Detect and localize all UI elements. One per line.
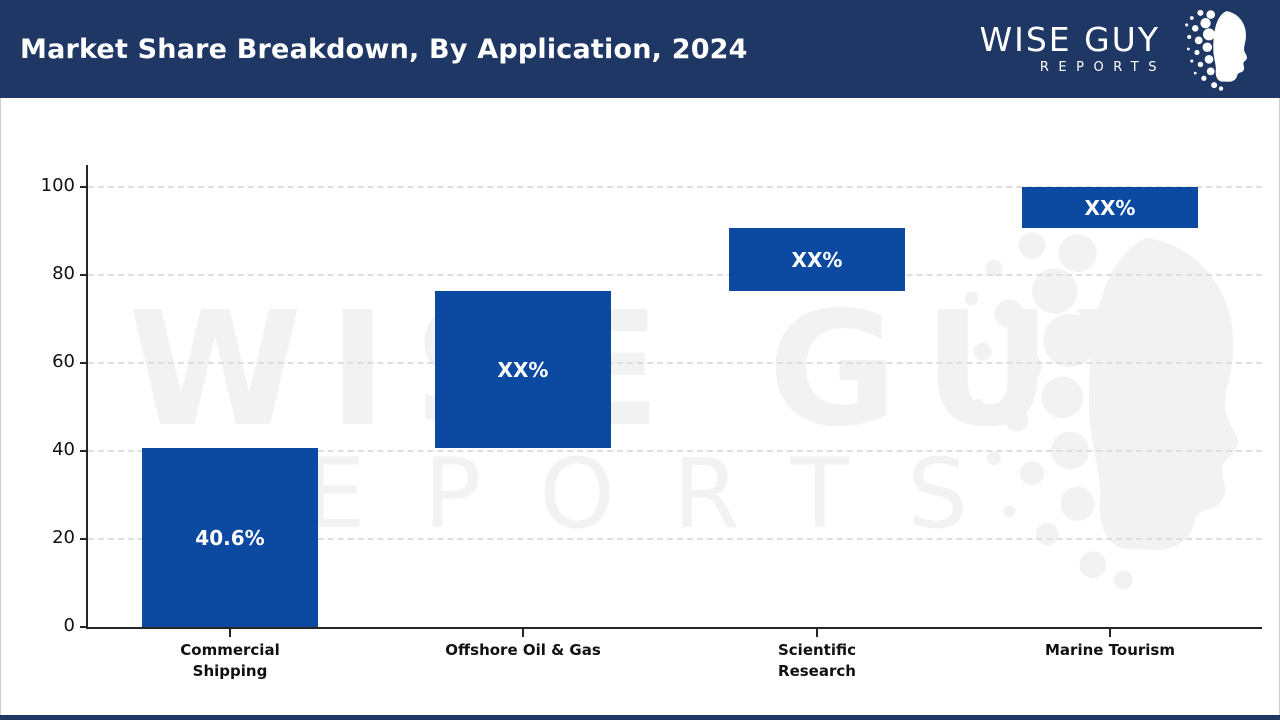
x-axis-line bbox=[86, 627, 1262, 629]
bar-value-label-commercial-shipping: 40.6% bbox=[195, 525, 265, 550]
x-tick-scientific-research bbox=[816, 629, 818, 637]
logo-text: WISE GUY REPORTS bbox=[979, 23, 1160, 75]
y-tick-0 bbox=[80, 626, 88, 628]
y-tick-20 bbox=[80, 538, 88, 540]
y-tick-label-60: 60 bbox=[52, 351, 75, 372]
y-tick-label-0: 0 bbox=[63, 615, 75, 636]
category-label-line: Commercial bbox=[180, 641, 280, 659]
bar-marine-tourism: XX% bbox=[1022, 187, 1198, 229]
y-tick-label-20: 20 bbox=[52, 527, 75, 548]
y-tick-60 bbox=[80, 362, 88, 364]
x-tick-marine-tourism bbox=[1109, 629, 1111, 637]
category-label-line: Research bbox=[778, 662, 856, 680]
watermark-wordmark: WISE GUY bbox=[128, 278, 1219, 462]
category-label-scientific-research: Scientific Research bbox=[707, 640, 927, 682]
category-label-offshore-oil-gas: Offshore Oil & Gas bbox=[413, 640, 633, 661]
x-tick-offshore-oil-gas bbox=[522, 629, 524, 637]
y-tick-label-100: 100 bbox=[40, 175, 75, 196]
y-tick-100 bbox=[80, 186, 88, 188]
logo-head-icon bbox=[1185, 9, 1248, 91]
footer-strip bbox=[0, 715, 1280, 720]
bar-value-label-scientific-research: XX% bbox=[791, 247, 843, 272]
y-tick-label-80: 80 bbox=[52, 263, 75, 284]
page-title: Market Share Breakdown, By Application, … bbox=[20, 33, 748, 65]
wiseguy-logo: WISE GUY REPORTS bbox=[979, 6, 1252, 92]
y-tick-label-40: 40 bbox=[52, 439, 75, 460]
header-bar: Market Share Breakdown, By Application, … bbox=[0, 0, 1280, 98]
y-tick-80 bbox=[80, 274, 88, 276]
gridline-100 bbox=[88, 186, 1262, 188]
category-label-marine-tourism: Marine Tourism bbox=[1000, 640, 1220, 661]
bar-scientific-research: XX% bbox=[729, 228, 905, 292]
gridline-80 bbox=[88, 274, 1262, 276]
category-label-commercial-shipping: Commercial Shipping bbox=[120, 640, 340, 682]
bar-value-label-offshore-oil-gas: XX% bbox=[497, 357, 549, 382]
y-tick-40 bbox=[80, 450, 88, 452]
category-label-line: Shipping bbox=[192, 662, 268, 680]
y-axis-line bbox=[86, 165, 88, 629]
gridline-40 bbox=[88, 450, 1262, 452]
gridline-60 bbox=[88, 362, 1262, 364]
category-label-line: Scientific bbox=[777, 641, 856, 659]
gridline-20 bbox=[88, 538, 1262, 540]
x-tick-commercial-shipping bbox=[229, 629, 231, 637]
bar-value-label-marine-tourism: XX% bbox=[1084, 195, 1136, 220]
logo-subtitle: REPORTS bbox=[1039, 59, 1166, 75]
category-label-line: Offshore Oil & Gas bbox=[445, 641, 601, 659]
logo-wordmark: WISE GUY bbox=[979, 20, 1160, 60]
bar-offshore-oil-gas: XX% bbox=[435, 291, 611, 449]
bar-commercial-shipping: 40.6% bbox=[142, 448, 318, 627]
category-label-line: Marine Tourism bbox=[1045, 641, 1175, 659]
